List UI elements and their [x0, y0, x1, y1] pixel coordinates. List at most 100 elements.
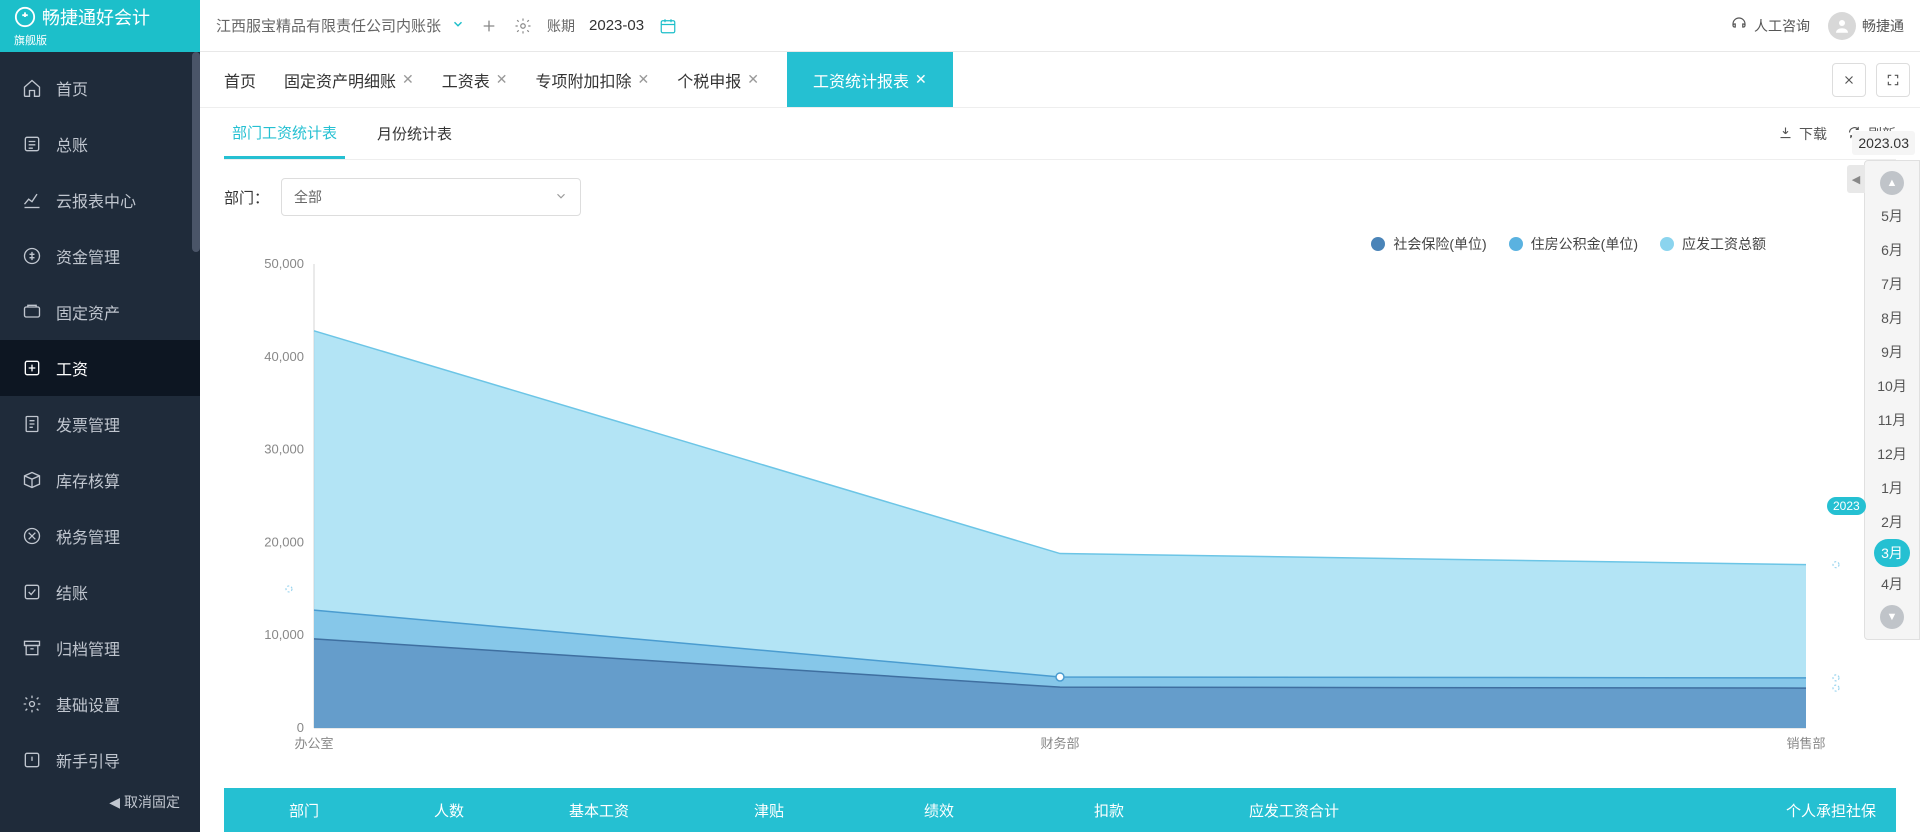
add-company-button[interactable]	[479, 16, 499, 36]
pin-icon: ◀	[109, 794, 120, 811]
guide-icon	[22, 750, 42, 770]
chart-legend: 社会保险(单位) 住房公积金(单位) 应发工资总额	[1371, 234, 1766, 254]
download-icon	[1778, 125, 1793, 143]
chevron-down-icon	[554, 189, 568, 206]
gear-icon[interactable]	[513, 16, 533, 36]
sidebar-item-funds[interactable]: 资金管理	[0, 228, 200, 284]
close-icon[interactable]: ✕	[638, 71, 650, 88]
month-sidebar: ◀ 2023.03 ▲ 5月6月7月8月9月10月11月12月1月2月3月4月▼…	[1864, 160, 1920, 640]
sidebar-scrollbar[interactable]	[192, 52, 200, 252]
main-area: 江西服宝精品有限责任公司内账张 账期 2023-03	[200, 0, 1920, 832]
close-icon	[22, 582, 42, 602]
month-item-8月[interactable]: 8月	[1865, 301, 1919, 335]
year-badge: 2023	[1827, 497, 1866, 515]
tab-固定资产明细账[interactable]: 固定资产明细账✕	[284, 52, 414, 107]
period-value[interactable]: 2023-03	[589, 17, 644, 34]
department-filter-label: 部门：	[224, 187, 269, 208]
close-icon[interactable]: ✕	[747, 71, 759, 88]
assets-icon	[22, 302, 42, 322]
tab-工资表[interactable]: 工资表✕	[442, 52, 508, 107]
brand-name: 畅捷通好会计	[14, 4, 150, 30]
legend-dot	[1371, 237, 1385, 251]
user-menu[interactable]: 畅捷通	[1828, 12, 1904, 40]
svg-text:财务部: 财务部	[1040, 736, 1079, 751]
company-selector[interactable]: 江西服宝精品有限责任公司内账张	[216, 15, 465, 36]
calendar-icon[interactable]	[658, 16, 678, 36]
sidebar-item-settings[interactable]: 基础设置	[0, 676, 200, 732]
sidebar-item-guide[interactable]: 新手引导	[0, 732, 200, 788]
month-item-9月[interactable]: 9月	[1865, 335, 1919, 369]
month-item-7月[interactable]: 7月	[1865, 267, 1919, 301]
unpin-button[interactable]: ◀ 取消固定	[109, 792, 180, 812]
month-item-1月[interactable]: 1月	[1865, 471, 1919, 505]
archive-icon	[22, 638, 42, 658]
tab-专项附加扣除[interactable]: 专项附加扣除✕	[536, 52, 650, 107]
month-up-button[interactable]: ▲	[1880, 171, 1904, 195]
table-header-extra: 个人承担社保	[1786, 800, 1876, 821]
department-select[interactable]: 全部	[281, 178, 581, 216]
tab-首页[interactable]: 首页	[224, 52, 256, 107]
close-icon[interactable]: ✕	[915, 71, 927, 88]
svg-text:10,000: 10,000	[264, 627, 304, 642]
month-item-6月[interactable]: 6月	[1865, 233, 1919, 267]
tabs-bar: 首页固定资产明细账✕ 工资表✕ 专项附加扣除✕ 个税申报✕ 工资统计报表✕	[200, 52, 1920, 108]
topbar: 江西服宝精品有限责任公司内账张 账期 2023-03	[200, 0, 1920, 52]
legend-item[interactable]: 社会保险(单位)	[1371, 234, 1486, 254]
svg-text:20,000: 20,000	[264, 534, 304, 549]
close-icon[interactable]: ✕	[496, 71, 508, 88]
month-down-button[interactable]: ▼	[1880, 605, 1904, 629]
sidebar-item-tax[interactable]: 税务管理	[0, 508, 200, 564]
sidebar-item-assets[interactable]: 固定资产	[0, 284, 200, 340]
month-item-10月[interactable]: 10月	[1865, 369, 1919, 403]
month-item-11月[interactable]: 11月	[1865, 403, 1919, 437]
tax-icon	[22, 526, 42, 546]
table-header-cell: 人数	[384, 800, 514, 821]
month-bar-collapse[interactable]: ◀	[1847, 165, 1865, 193]
avatar-icon	[1828, 12, 1856, 40]
svg-text:50,000: 50,000	[264, 256, 304, 271]
subtab-部门工资统计表[interactable]: 部门工资统计表	[224, 108, 345, 159]
sidebar-item-home[interactable]: 首页	[0, 60, 200, 116]
legend-dot	[1509, 237, 1523, 251]
sidebar-item-close[interactable]: 结账	[0, 564, 200, 620]
legend-item[interactable]: 住房公积金(单位)	[1509, 234, 1638, 254]
month-item-5月[interactable]: 5月	[1865, 199, 1919, 233]
consult-button[interactable]: 人工咨询	[1730, 15, 1810, 36]
sidebar-item-ledger[interactable]: 总账	[0, 116, 200, 172]
table-header-cell: 基本工资	[514, 800, 684, 821]
home-icon	[22, 78, 42, 98]
sidebar-item-archive[interactable]: 归档管理	[0, 620, 200, 676]
month-item-3月[interactable]: 3月	[1874, 539, 1910, 567]
download-button[interactable]: 下载	[1778, 124, 1827, 144]
svg-text:30,000: 30,000	[264, 442, 304, 457]
invoice-icon	[22, 414, 42, 434]
sidebar-item-invoice[interactable]: 发票管理	[0, 396, 200, 452]
filter-row: 部门： 全部	[224, 160, 1896, 234]
nav-list: 首页总账云报表中心资金管理固定资产工资发票管理库存核算税务管理结账归档管理基础设…	[0, 52, 200, 832]
content-area: 部门工资统计表月份统计表 下载 刷新	[200, 108, 1920, 788]
month-item-12月[interactable]: 12月	[1865, 437, 1919, 471]
close-icon[interactable]: ✕	[402, 71, 414, 88]
table-header-cell: 扣款	[1024, 800, 1194, 821]
inventory-icon	[22, 470, 42, 490]
chevron-down-icon	[451, 17, 465, 35]
month-item-4月[interactable]: 4月	[1865, 567, 1919, 601]
month-bar-year-display: 2023.03	[1852, 131, 1915, 155]
subtab-月份统计表[interactable]: 月份统计表	[369, 108, 460, 159]
sidebar-item-salary[interactable]: 工资	[0, 340, 200, 396]
ledger-icon	[22, 134, 42, 154]
sidebar-item-inventory[interactable]: 库存核算	[0, 452, 200, 508]
close-tab-button[interactable]	[1832, 63, 1866, 97]
sidebar-item-reports[interactable]: 云报表中心	[0, 172, 200, 228]
chart-container: 社会保险(单位)住房公积金(单位)应发工资总额 010,00020,00030,…	[224, 234, 1896, 788]
company-name: 江西服宝精品有限责任公司内账张	[216, 15, 441, 36]
legend-dot	[1660, 237, 1674, 251]
headset-icon	[1730, 15, 1748, 36]
brand-edition: 旗舰版	[14, 32, 150, 48]
tab-工资统计报表[interactable]: 工资统计报表✕	[787, 52, 953, 107]
table-header: 部门人数基本工资津贴绩效扣款应发工资合计个人承担社保	[224, 788, 1896, 832]
fullscreen-button[interactable]	[1876, 63, 1910, 97]
month-item-2月[interactable]: 2月	[1865, 505, 1919, 539]
legend-item[interactable]: 应发工资总额	[1660, 234, 1766, 254]
tab-个税申报[interactable]: 个税申报✕	[677, 52, 759, 107]
